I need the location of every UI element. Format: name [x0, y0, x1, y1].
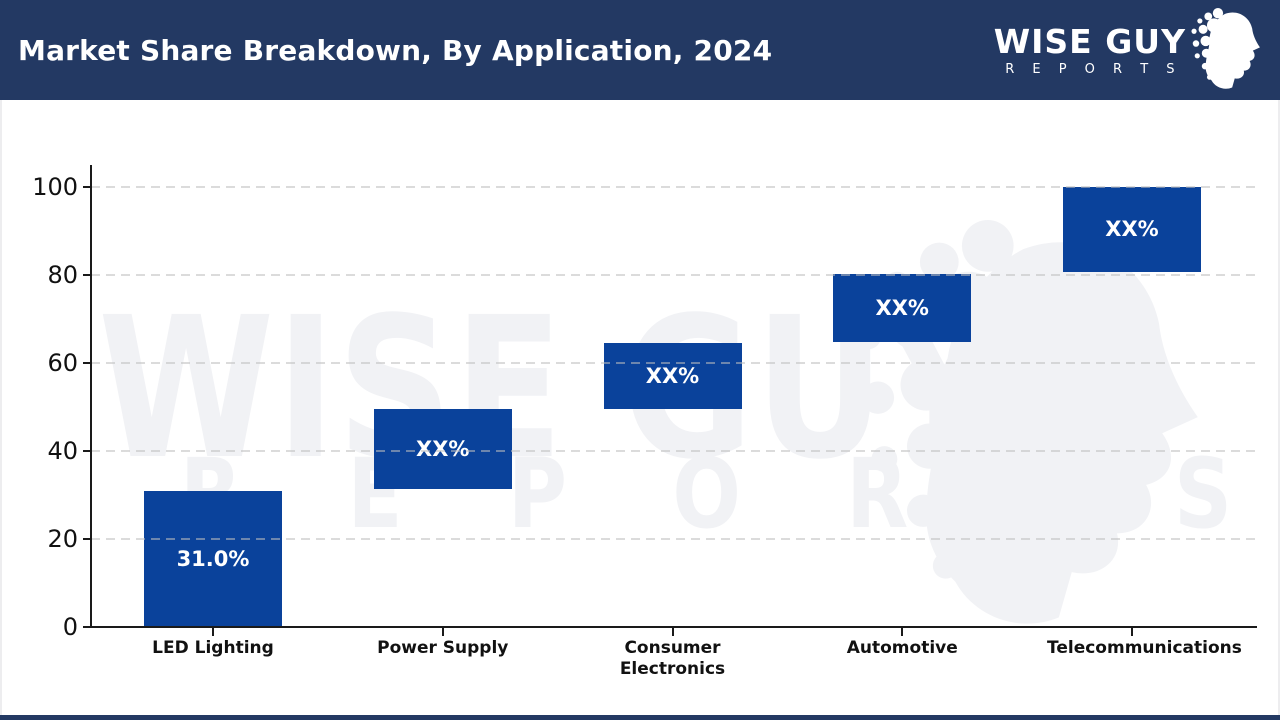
- bar-segment: XX%: [603, 342, 742, 410]
- bar-segment: XX%: [373, 409, 512, 490]
- bar-value-label: XX%: [645, 363, 700, 388]
- logo-text: WISE GUY R E P O R T S: [994, 25, 1186, 76]
- x-category-label: LED Lighting: [152, 638, 274, 658]
- bar-value-label: XX%: [1105, 217, 1159, 242]
- gridline-100: [91, 186, 1257, 188]
- bar-segment: XX%: [1063, 187, 1201, 272]
- x-tick-mark: [212, 628, 214, 636]
- bar-value-label: XX%: [416, 437, 470, 462]
- wiseguy-logo: WISE GUY R E P O R T S: [994, 8, 1266, 92]
- x-tick-mark: [901, 628, 904, 636]
- y-tick-label-40: 40: [47, 437, 78, 465]
- bar-value-label: XX%: [875, 295, 929, 320]
- x-tick-mark: [671, 628, 674, 636]
- x-category-label: Power Supply: [377, 638, 509, 658]
- watermark-head-icon: [855, 220, 1198, 624]
- x-tick-mark: [441, 628, 444, 636]
- y-tick-mark-20: [83, 538, 91, 540]
- bar-value-label: 31.0%: [176, 546, 250, 571]
- y-tick-mark-60: [83, 362, 91, 364]
- gridline-20: [91, 538, 1257, 540]
- x-category-label: Automotive: [846, 638, 958, 658]
- footer-bar: [0, 715, 1280, 720]
- y-tick-mark-100: [83, 186, 91, 188]
- y-tick-mark-0: [83, 626, 91, 628]
- y-tick-label-100: 100: [32, 173, 78, 201]
- logo-wordmark: WISE GUY: [993, 21, 1186, 61]
- y-tick-label-60: 60: [47, 349, 78, 377]
- y-tick-label-80: 80: [47, 261, 78, 289]
- y-tick-mark-80: [83, 274, 91, 276]
- chart-title: Market Share Breakdown, By Application, …: [18, 33, 773, 67]
- chart-area: WISE GUY R E P O R T S 31.0% XX% XX% XX% XX%…: [0, 100, 1280, 716]
- logo-subtext: R E P O R T S: [1005, 61, 1182, 77]
- gridline-40: [91, 450, 1257, 452]
- header-bar: Market Share Breakdown, By Application, …: [0, 0, 1280, 100]
- wiseguy-head-icon: [1191, 8, 1260, 89]
- x-category-label: Telecommunications: [1047, 638, 1242, 658]
- y-tick-label-0: 0: [62, 613, 78, 641]
- x-tick-mark: [1131, 628, 1133, 636]
- gridline-60: [91, 362, 1257, 364]
- bar-segment: XX%: [833, 274, 972, 342]
- x-category-label: Consumer Electronics: [619, 638, 726, 679]
- y-tick-mark-40: [83, 450, 91, 452]
- bar-segment: 31.0%: [144, 490, 282, 627]
- y-tick-label-20: 20: [47, 525, 78, 553]
- x-axis-line: [85, 626, 1257, 628]
- gridline-80: [91, 274, 1257, 276]
- y-axis-line: [90, 165, 92, 628]
